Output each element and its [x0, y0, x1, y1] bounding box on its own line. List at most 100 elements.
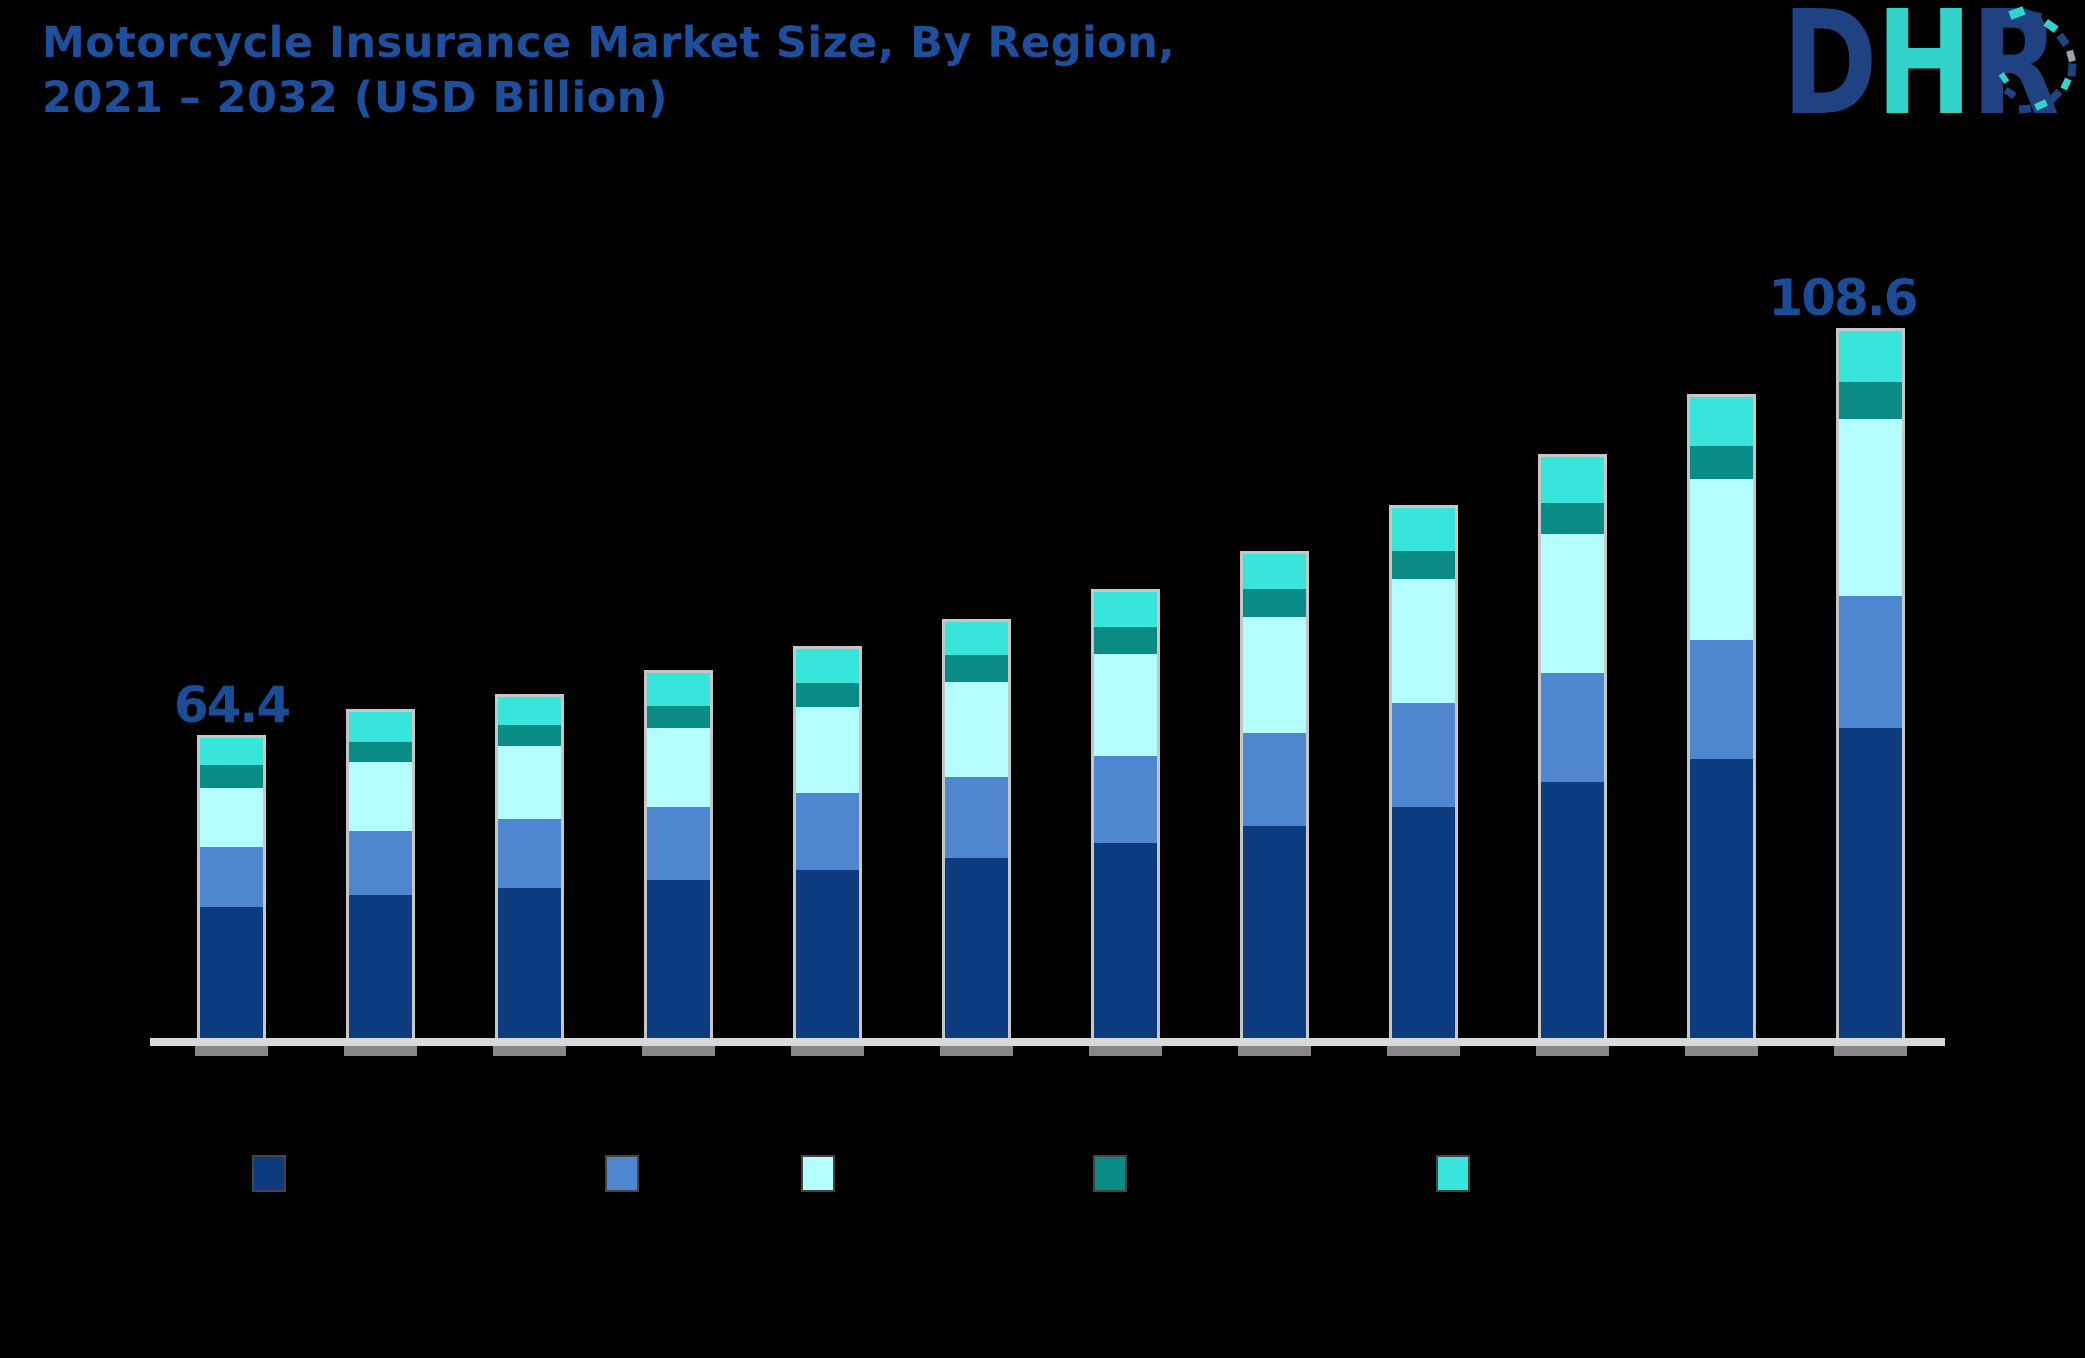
bar-2023-segment-4 — [498, 725, 561, 746]
bar-2024-segment-3 — [647, 728, 710, 807]
bar-2031-ground-shadow — [1685, 1045, 1758, 1056]
bar-2023-segment-5 — [498, 697, 561, 725]
legend-swatch-1 — [254, 1157, 284, 1190]
bar-2025-segment-2 — [796, 793, 859, 870]
bar-2032-ground-shadow — [1834, 1045, 1907, 1056]
bar-2027-segment-1 — [1094, 843, 1157, 1038]
chart-title: Motorcycle Insurance Market Size, By Reg… — [42, 16, 1175, 126]
chart-title-line1: Motorcycle Insurance Market Size, By Reg… — [42, 18, 1176, 68]
bar-2030 — [1541, 457, 1604, 1038]
bar-2029-segment-5 — [1392, 508, 1455, 551]
bar-2026-ground-shadow — [940, 1045, 1013, 1056]
bar-2026-segment-5 — [945, 622, 1008, 655]
bar-2024 — [647, 673, 710, 1038]
bar-2031 — [1690, 397, 1753, 1038]
bar-2026-segment-4 — [945, 655, 1008, 682]
bar-2026-segment-2 — [945, 777, 1008, 858]
bar-2024-segment-5 — [647, 673, 710, 706]
dhr-logo: DHR — [1782, 0, 2085, 160]
bar-2022-segment-1 — [349, 895, 412, 1038]
bar-2027-segment-3 — [1094, 654, 1157, 756]
bar-2028-segment-2 — [1243, 733, 1306, 826]
bar-2021-segment-4 — [200, 765, 263, 788]
legend-swatch-4 — [1095, 1157, 1125, 1190]
bar-2022-segment-5 — [349, 712, 412, 742]
bar-2031-segment-5 — [1690, 397, 1753, 446]
bar-2026-segment-1 — [945, 858, 1008, 1038]
bar-2032-segment-2 — [1839, 596, 1902, 728]
bar-2031-segment-2 — [1690, 640, 1753, 759]
bar-2024-ground-shadow — [642, 1045, 715, 1056]
bar-2028-segment-4 — [1243, 589, 1306, 617]
bar-2030-segment-4 — [1541, 503, 1604, 534]
bar-2025-segment-4 — [796, 683, 859, 707]
bar-2027-ground-shadow — [1089, 1045, 1162, 1056]
bar-2025-segment-3 — [796, 707, 859, 793]
bar-2029-segment-1 — [1392, 807, 1455, 1038]
logo-letter-d: D — [1782, 0, 1878, 147]
bar-2028 — [1243, 554, 1306, 1038]
logo-letter-h: H — [1876, 0, 1972, 147]
bar-2021-ground-shadow — [195, 1045, 268, 1056]
bar-2024-segment-2 — [647, 807, 710, 880]
bar-2027-segment-4 — [1094, 627, 1157, 654]
bar-2021-segment-3 — [200, 788, 263, 847]
bar-2025 — [796, 649, 859, 1038]
bar-2032 — [1839, 331, 1902, 1038]
bar-2023-segment-3 — [498, 746, 561, 819]
bar-2029-segment-4 — [1392, 551, 1455, 579]
bar-2022 — [349, 712, 412, 1038]
bar-2027 — [1094, 592, 1157, 1038]
bar-2023-segment-2 — [498, 819, 561, 888]
bar-2021-segment-5 — [200, 738, 263, 765]
bar-2022-segment-4 — [349, 742, 412, 762]
bar-2025-ground-shadow — [791, 1045, 864, 1056]
bar-2029-segment-3 — [1392, 579, 1455, 703]
bar-2029-segment-2 — [1392, 703, 1455, 807]
bar-2023-segment-1 — [498, 888, 561, 1038]
legend-swatch-2 — [607, 1157, 637, 1190]
bar-2031-segment-4 — [1690, 446, 1753, 479]
dhr-logo-letters: DHR — [1782, 0, 2060, 139]
bar-2026 — [945, 622, 1008, 1038]
bar-2028-segment-1 — [1243, 826, 1306, 1038]
bar-2031-segment-3 — [1690, 479, 1753, 640]
bar-2030-segment-3 — [1541, 534, 1604, 673]
bar-2021-segment-1 — [200, 907, 263, 1038]
value-label-2021: 64.4 — [173, 676, 291, 734]
bar-2029-ground-shadow — [1387, 1045, 1460, 1056]
bar-2021-segment-2 — [200, 847, 263, 907]
bar-2022-segment-3 — [349, 762, 412, 831]
bar-2022-segment-2 — [349, 831, 412, 895]
bar-2032-segment-5 — [1839, 331, 1902, 382]
legend-swatch-3 — [803, 1157, 833, 1190]
bar-2032-segment-1 — [1839, 728, 1902, 1038]
bar-2030-segment-5 — [1541, 457, 1604, 503]
bar-2028-segment-3 — [1243, 617, 1306, 733]
chart-title-line2: 2021 – 2032 (USD Billion) — [42, 73, 669, 123]
x-axis-line — [150, 1038, 1945, 1046]
bar-2023 — [498, 697, 561, 1038]
bar-2026-segment-3 — [945, 682, 1008, 777]
bar-2030-ground-shadow — [1536, 1045, 1609, 1056]
bar-2032-segment-3 — [1839, 419, 1902, 596]
bar-2024-segment-4 — [647, 706, 710, 728]
bar-2025-segment-5 — [796, 649, 859, 683]
bar-2031-segment-1 — [1690, 759, 1753, 1038]
bar-2028-ground-shadow — [1238, 1045, 1311, 1056]
bar-2032-segment-4 — [1839, 382, 1902, 419]
value-label-2032: 108.6 — [1768, 269, 1918, 327]
bar-2025-segment-1 — [796, 870, 859, 1038]
bar-2027-segment-2 — [1094, 756, 1157, 843]
bar-2030-segment-2 — [1541, 673, 1604, 782]
logo-letter-r: R — [1970, 0, 2060, 147]
bar-2021 — [200, 738, 263, 1038]
bar-2029 — [1392, 508, 1455, 1038]
legend-swatch-5 — [1438, 1157, 1468, 1190]
bar-2028-segment-5 — [1243, 554, 1306, 589]
bar-2027-segment-5 — [1094, 592, 1157, 627]
logo-sunburst-dots-icon — [1998, 6, 2077, 114]
bar-2023-ground-shadow — [493, 1045, 566, 1056]
bar-2024-segment-1 — [647, 880, 710, 1038]
